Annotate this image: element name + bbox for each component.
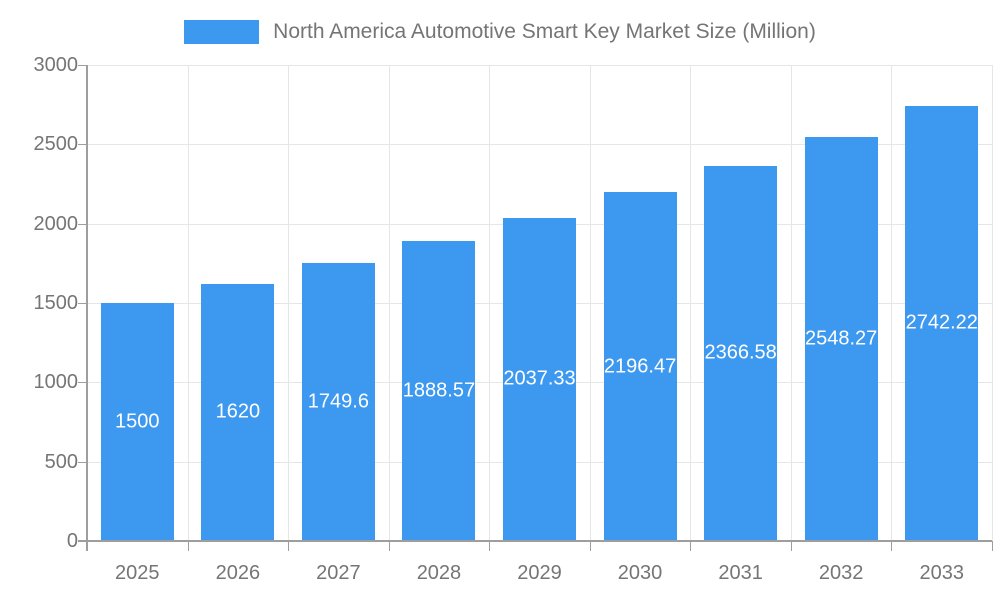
- x-tick-label: 2029: [517, 562, 562, 584]
- bar-2029[interactable]: 2037.33: [503, 217, 576, 541]
- bar-value-label: 1500: [115, 410, 160, 433]
- y-tick-label: 0: [66, 530, 78, 552]
- x-tick-mark: [589, 541, 591, 551]
- x-tick-label: 2033: [919, 562, 964, 584]
- y-tick-label: 2500: [33, 133, 79, 156]
- x-tick-label: 2027: [316, 562, 361, 584]
- x-axis-line: [78, 540, 992, 542]
- x-tick-label: 2030: [617, 562, 663, 584]
- x-tick-mark: [187, 541, 189, 551]
- y-tick-label: 2000: [33, 212, 79, 235]
- bar-value-label: 2742.22: [905, 311, 978, 334]
- bar-2031[interactable]: 2366.58: [704, 165, 778, 541]
- bar-2028[interactable]: 1888.57: [402, 241, 476, 541]
- gridline-vertical: [388, 65, 390, 541]
- y-tick-label: 1500: [33, 292, 79, 314]
- gridline-horizontal: [87, 65, 992, 66]
- gridline-vertical: [790, 65, 792, 541]
- y-tick-label: 1000: [33, 371, 79, 394]
- bar-2033[interactable]: 2742.22: [905, 105, 979, 541]
- gridline-vertical: [891, 65, 893, 541]
- bar-2032[interactable]: 2548.27: [804, 136, 878, 541]
- x-tick-label: 2026: [215, 562, 261, 584]
- bar-value-label: 2366.58: [704, 341, 777, 364]
- gridline-vertical: [489, 65, 491, 541]
- gridline-vertical: [589, 65, 591, 541]
- x-tick-mark: [489, 541, 491, 551]
- bar-value-label: 1620: [215, 400, 261, 423]
- legend-label: North America Automotive Smart Key Marke…: [273, 20, 816, 43]
- x-tick-mark: [690, 541, 692, 551]
- bar-2025[interactable]: 1500: [100, 303, 174, 541]
- bar-value-label: 2037.33: [503, 367, 576, 390]
- bar-value-label: 1888.57: [402, 379, 476, 402]
- y-tick-mark: [78, 461, 87, 463]
- y-axis-line: [86, 65, 88, 551]
- bar-value-label: 1749.6: [307, 390, 369, 413]
- bar-2026[interactable]: 1620: [201, 283, 275, 541]
- x-tick-label: 2032: [818, 562, 864, 584]
- gridline-vertical: [187, 65, 189, 541]
- x-tick-mark: [388, 541, 390, 551]
- gridline-vertical: [690, 65, 692, 541]
- y-tick-mark: [78, 223, 87, 225]
- x-tick-label: 2025: [115, 562, 160, 584]
- x-tick-label: 2031: [718, 562, 763, 584]
- y-tick-label: 500: [44, 450, 78, 473]
- bar-value-label: 2196.47: [603, 355, 677, 378]
- y-tick-mark: [78, 303, 87, 304]
- y-tick-mark: [78, 144, 87, 146]
- legend-item[interactable]: North America Automotive Smart Key Marke…: [0, 17, 1000, 47]
- bar-2030[interactable]: 2196.47: [603, 192, 677, 541]
- gridline-vertical: [992, 65, 993, 541]
- x-tick-mark: [790, 541, 792, 551]
- x-tick-mark: [288, 541, 290, 551]
- bar-2027[interactable]: 1749.6: [301, 263, 375, 541]
- bar-value-label: 2548.27: [805, 327, 878, 350]
- gridline-vertical: [288, 65, 290, 541]
- gridline-horizontal: [87, 144, 992, 146]
- y-tick-label: 3000: [33, 54, 79, 76]
- y-tick-mark: [78, 382, 87, 384]
- y-tick-mark: [78, 65, 87, 66]
- x-tick-mark: [992, 541, 993, 551]
- x-tick-mark: [891, 541, 893, 551]
- legend-swatch: [184, 20, 260, 44]
- x-tick-label: 2028: [416, 562, 462, 584]
